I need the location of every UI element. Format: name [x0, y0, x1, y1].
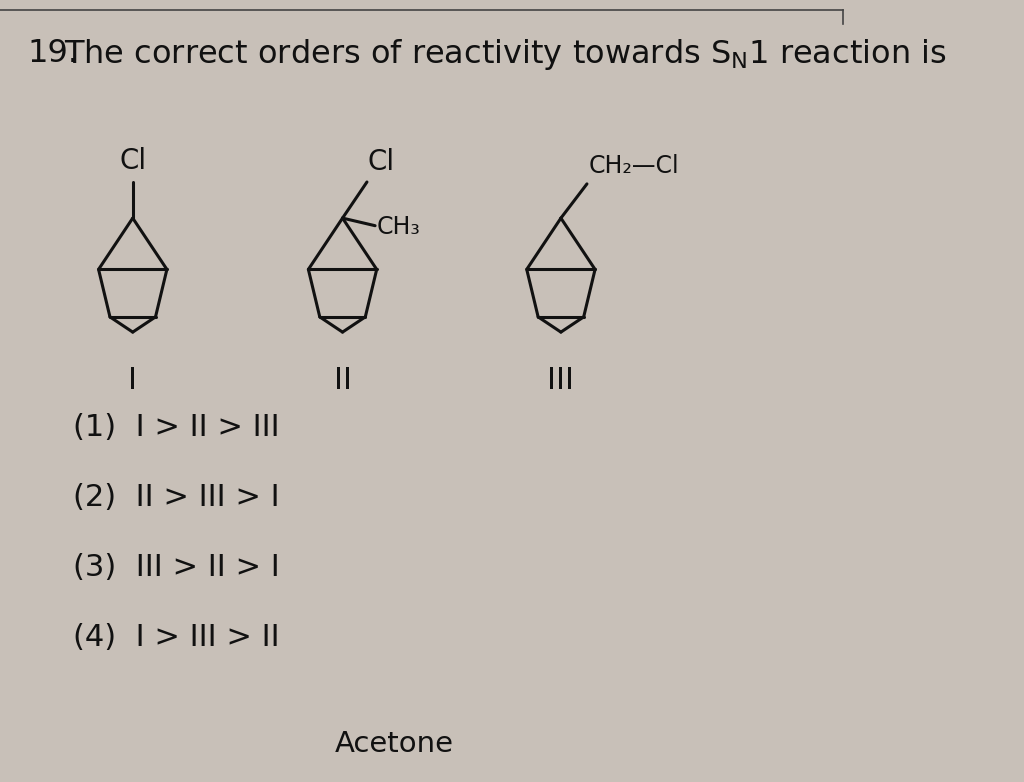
Text: I: I	[128, 366, 137, 395]
Text: (4)  I > III > II: (4) I > III > II	[73, 622, 280, 651]
Text: (1)  I > II > III: (1) I > II > III	[73, 412, 280, 442]
Text: III: III	[548, 366, 574, 395]
Text: 19.: 19.	[28, 38, 79, 70]
Text: Cl: Cl	[368, 149, 395, 176]
Text: Acetone: Acetone	[335, 730, 454, 758]
Text: Cl: Cl	[119, 147, 146, 175]
Text: The correct orders of reactivity towards $\mathregular{S_N}$1 reaction is: The correct orders of reactivity towards…	[65, 37, 947, 71]
Text: (2)  II > III > I: (2) II > III > I	[73, 482, 280, 511]
Text: CH₃: CH₃	[377, 215, 421, 239]
Text: (3)  III > II > I: (3) III > II > I	[73, 553, 280, 582]
Text: CH₂—Cl: CH₂—Cl	[589, 154, 679, 178]
Text: II: II	[334, 366, 351, 395]
